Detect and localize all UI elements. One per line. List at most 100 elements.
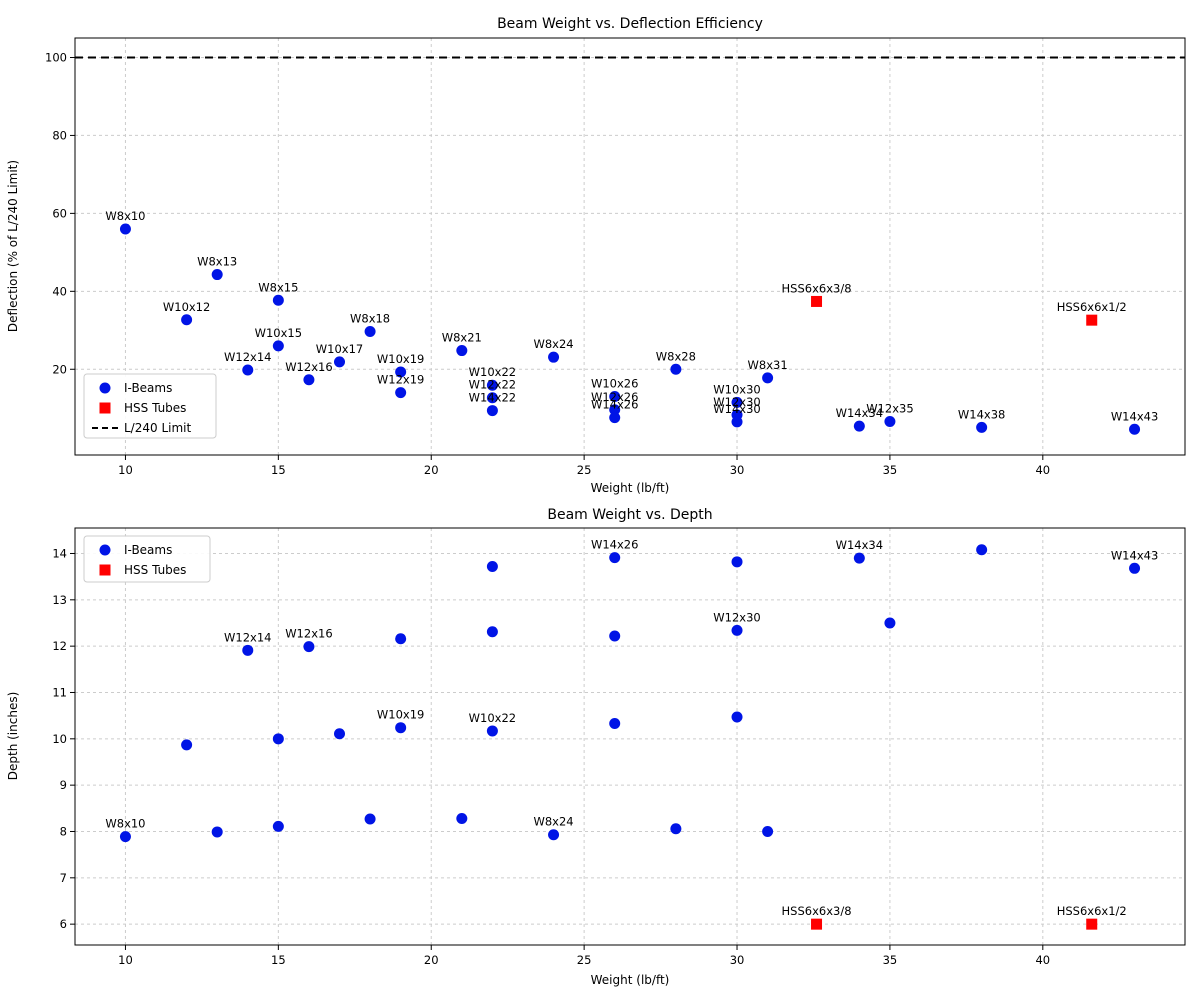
point-label-W14x34: W14x34 <box>836 538 883 552</box>
legend-label-HSS Tubes: HSS Tubes <box>124 563 186 577</box>
x-tick-label: 15 <box>271 463 286 477</box>
data-point-W8x18 <box>364 325 376 337</box>
data-point-HSS6x6x1/2 <box>1086 918 1098 930</box>
data-point-W10x22 <box>486 379 498 391</box>
data-point-W10x15 <box>272 340 284 352</box>
x-tick-label: 15 <box>271 953 286 967</box>
point-label-HSS6x6x3/8: HSS6x6x3/8 <box>782 904 852 918</box>
data-point-W12x14 <box>242 364 254 376</box>
point-label-W14x43: W14x43 <box>1111 409 1158 423</box>
data-point-W10x12 <box>181 739 193 751</box>
deflection-chart-title: Beam Weight vs. Deflection Efficiency <box>497 16 763 32</box>
data-point-W10x30 <box>731 711 743 723</box>
data-point-W12x14 <box>242 644 254 656</box>
y-tick-label: 80 <box>52 128 67 142</box>
data-point-W8x28 <box>670 823 682 835</box>
point-label-W8x21: W8x21 <box>442 331 482 345</box>
point-label-W8x10: W8x10 <box>105 209 145 223</box>
data-point-W8x13 <box>211 269 223 281</box>
legend-circle-marker <box>99 544 111 556</box>
legend-label-L/240 Limit: L/240 Limit <box>124 421 191 435</box>
point-label-W10x19: W10x19 <box>377 708 424 722</box>
x-tick-label: 10 <box>118 463 133 477</box>
y-tick-label: 14 <box>52 546 67 560</box>
y-tick-label: 6 <box>60 917 67 931</box>
data-point-W10x30 <box>731 396 743 408</box>
point-label-W12x19: W12x19 <box>377 373 424 387</box>
point-label-W8x10: W8x10 <box>105 817 145 831</box>
depth-chart-ylabel: Depth (inches) <box>6 692 20 781</box>
point-label-W12x30: W12x30 <box>713 610 760 624</box>
x-tick-label: 35 <box>883 953 898 967</box>
data-point-W10x15 <box>272 733 284 745</box>
data-point-W8x18 <box>364 813 376 825</box>
x-tick-label: 20 <box>424 463 439 477</box>
data-point-W8x10 <box>119 223 131 235</box>
axes-frame <box>74 527 1186 946</box>
data-point-W14x26 <box>609 412 621 424</box>
y-tick-label: 40 <box>52 284 67 298</box>
point-label-W8x13: W8x13 <box>197 255 237 269</box>
data-point-HSS6x6x3/8 <box>811 295 823 307</box>
y-tick-label: 60 <box>52 206 67 220</box>
y-tick-label: 20 <box>52 362 67 376</box>
data-point-W8x28 <box>670 363 682 375</box>
deflection-plot-area: 10 15 20 25 30 35 40 20 40 60 80 100 W8x10 W10x12 W8x1… <box>45 37 1186 477</box>
y-tick-label: 12 <box>52 639 67 653</box>
point-label-W12x16: W12x16 <box>285 360 332 374</box>
legend-square-marker <box>99 564 111 576</box>
legend-label-I-Beams: I-Beams <box>124 543 172 557</box>
data-point-W8x10 <box>119 831 131 843</box>
point-label-W8x24: W8x24 <box>533 337 573 351</box>
point-label-W10x17: W10x17 <box>316 342 363 356</box>
point-label-W12x35: W12x35 <box>866 401 913 415</box>
data-point-W8x21 <box>456 345 468 357</box>
x-tick-label: 40 <box>1035 463 1050 477</box>
data-point-W8x31 <box>762 372 774 384</box>
y-tick-label: 13 <box>52 593 67 607</box>
point-label-W8x24: W8x24 <box>533 815 573 829</box>
data-point-W10x19 <box>395 366 407 378</box>
data-point-W8x15 <box>272 820 284 832</box>
point-label-W12x22: W12x22 <box>469 378 516 392</box>
x-tick-label: 20 <box>424 953 439 967</box>
y-tick-label: 11 <box>52 685 67 699</box>
data-point-W14x30 <box>731 556 743 568</box>
point-label-W8x15: W8x15 <box>258 280 298 294</box>
data-point-W12x35 <box>884 617 896 629</box>
legend-box <box>83 373 217 439</box>
point-label-W12x26: W12x26 <box>591 390 638 404</box>
y-tick-label: 10 <box>52 732 67 746</box>
legend-box <box>83 535 211 583</box>
x-tick-label: 30 <box>730 953 745 967</box>
data-point-W14x22 <box>486 405 498 417</box>
y-tick-label: 7 <box>60 871 67 885</box>
deflection-chart-xlabel: Weight (lb/ft) <box>591 481 670 495</box>
data-point-W8x13 <box>211 826 223 838</box>
data-point-W10x17 <box>334 356 346 368</box>
point-label-W14x26: W14x26 <box>591 538 638 552</box>
x-tick-label: 40 <box>1035 953 1050 967</box>
data-point-W8x31 <box>762 825 774 837</box>
data-point-W14x22 <box>486 560 498 572</box>
point-label-W14x30: W14x30 <box>713 402 760 416</box>
data-point-W12x26 <box>609 404 621 416</box>
y-tick-label: 8 <box>60 824 67 838</box>
data-point-W12x22 <box>486 626 498 638</box>
legend-label-HSS Tubes: HSS Tubes <box>124 401 186 415</box>
point-label-W14x22: W14x22 <box>469 391 516 405</box>
point-label-W12x30: W12x30 <box>713 395 760 409</box>
y-tick-label: 9 <box>60 778 67 792</box>
point-label-W10x30: W10x30 <box>713 382 760 396</box>
point-label-W12x14: W12x14 <box>224 350 271 364</box>
point-label-W14x43: W14x43 <box>1111 548 1158 562</box>
data-point-W10x17 <box>334 728 346 740</box>
axes-frame <box>74 37 1186 456</box>
data-point-W12x16 <box>303 374 315 386</box>
point-label-W10x22: W10x22 <box>469 365 516 379</box>
depth-chart-title: Beam Weight vs. Depth <box>547 507 712 523</box>
data-point-W12x30 <box>731 624 743 636</box>
depth-plot-area: 10 15 20 25 30 35 40 6 7 8 9 10 11 12 13 14 W8x10 W12x14 W… <box>52 527 1186 967</box>
point-label-W8x28: W8x28 <box>656 349 696 363</box>
